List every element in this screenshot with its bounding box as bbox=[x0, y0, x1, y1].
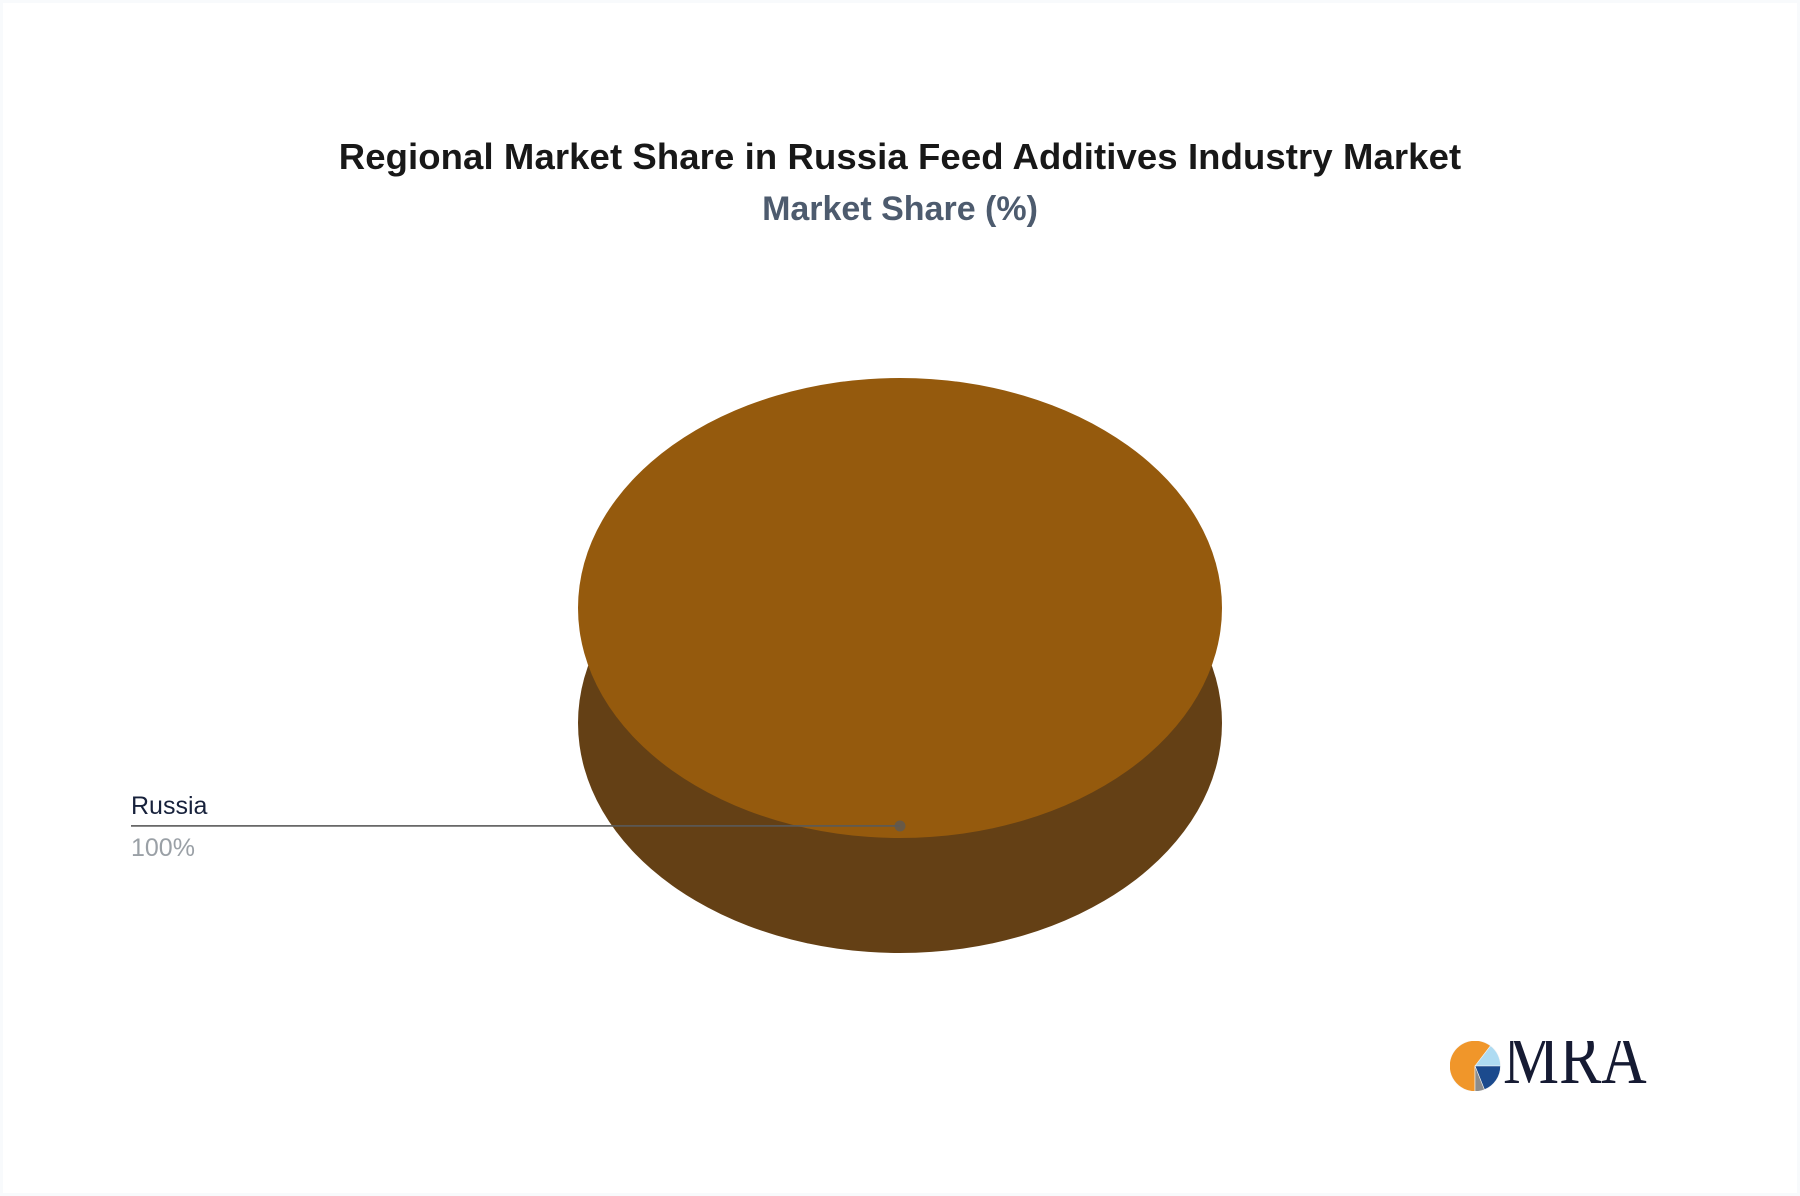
svg-text:MRA: MRA bbox=[1503, 1041, 1647, 1091]
